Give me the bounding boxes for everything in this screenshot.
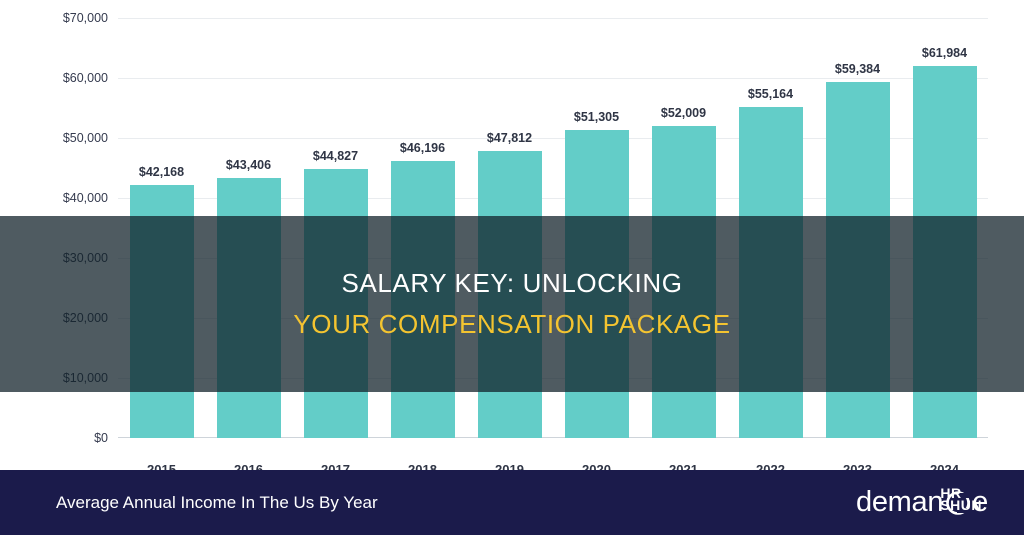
bar-value-label: $51,305 [573, 110, 620, 125]
bar-value-label: $47,812 [486, 131, 533, 146]
y-axis-tick-label: $0 [94, 431, 108, 445]
brand-watermark-line-1: HR [940, 484, 962, 501]
bar-value-label: $61,984 [921, 46, 968, 61]
headline-overlay: Salary Key: Unlocking Your Compensation … [0, 216, 1024, 392]
bar-value-label: $42,168 [138, 165, 185, 179]
headline-line-2: Your Compensation Package [293, 309, 731, 339]
y-axis-tick-label: $50,000 [62, 131, 108, 145]
brand-watermark-line-2: SHUN [940, 497, 982, 514]
headline-line-1: Salary Key: Unlocking [341, 268, 683, 298]
gridline [118, 78, 988, 79]
bar-value-label: $59,384 [834, 61, 881, 76]
bar-value-label: $52,009 [660, 105, 707, 120]
brand-text: deman [855, 486, 944, 518]
bar-value-label: $55,164 [747, 87, 794, 102]
headline-overlay-band [0, 216, 1024, 392]
brand-text-suffix: e [972, 486, 988, 518]
y-axis-tick-label: $40,000 [62, 191, 108, 205]
bar-value-label: $46,196 [399, 140, 446, 155]
gridline [118, 18, 988, 19]
gridline [118, 138, 988, 139]
brand-logo[interactable]: deman e HR SHUN [856, 483, 988, 523]
brand-circle-icon [945, 490, 971, 516]
gridline [118, 198, 988, 199]
brand-watermark: HR SHUN [940, 484, 982, 514]
bar-value-label: $44,827 [312, 149, 359, 164]
y-axis-tick-label: $60,000 [62, 71, 108, 85]
footer-caption: Average Annual Income In The Us By Year [56, 492, 378, 512]
footer-bar: Average Annual Income In The Us By Year … [0, 470, 1024, 535]
bar-value-label: $43,406 [225, 157, 272, 172]
x-axis-line [118, 437, 988, 438]
y-axis-tick-label: $70,000 [62, 11, 108, 25]
